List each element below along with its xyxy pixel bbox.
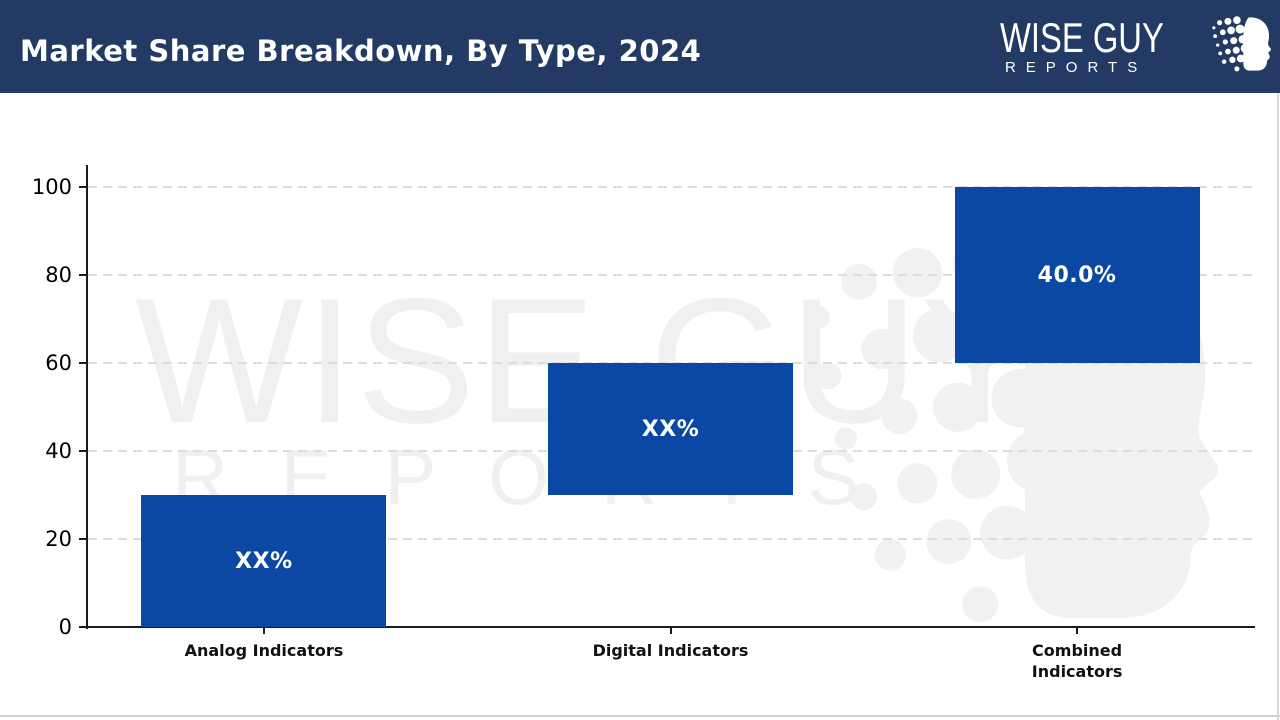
y-tick-80 <box>79 274 88 276</box>
y-tick-label-40: 40 <box>45 439 72 463</box>
y-tick-0 <box>79 626 88 628</box>
bar-value-label: XX% <box>641 416 700 442</box>
bar-chart-plot-area: 0 20 40 60 80 100 XX% Analog Indicators XX% Digit… <box>0 93 1280 720</box>
y-tick-20 <box>79 538 88 540</box>
y-tick-label-100: 100 <box>31 175 72 199</box>
y-tick-60 <box>79 362 88 364</box>
brand-subtitle: REPORTS <box>1004 59 1148 76</box>
bar-analog-indicators: XX% <box>141 495 387 627</box>
gridline-y-100 <box>88 186 1253 188</box>
page-title: Market Share Breakdown, By Type, 2024 <box>20 34 702 68</box>
face-profile-dots-icon <box>1210 5 1274 89</box>
x-tick-2 <box>669 628 672 634</box>
x-category-label: Analog Indicators <box>184 641 344 660</box>
gridline-y-80 <box>88 274 1253 276</box>
brand-name: WISE GUY <box>999 14 1164 61</box>
y-axis-spine <box>86 165 88 629</box>
y-tick-label-20: 20 <box>45 527 72 551</box>
x-tick-1 <box>262 628 265 634</box>
x-tick-3 <box>1076 628 1079 634</box>
y-tick-100 <box>79 186 88 188</box>
brand-logo: WISE GUY REPORTS <box>1000 4 1274 90</box>
brand-logo-text: WISE GUY REPORTS <box>1000 17 1210 77</box>
frame-border-right <box>1277 93 1279 720</box>
bar-value-label: 40.0% <box>1037 262 1117 288</box>
y-tick-label-0: 0 <box>58 615 72 639</box>
frame-border-bottom <box>0 715 1280 717</box>
y-tick-label-60: 60 <box>45 351 72 375</box>
bar-value-label: XX% <box>235 548 293 574</box>
gridline-y-20 <box>88 538 1253 540</box>
y-tick-40 <box>79 450 88 452</box>
header-bar: Market Share Breakdown, By Type, 2024 WI… <box>0 0 1280 93</box>
x-category-label: Combined Indicators <box>1031 641 1123 681</box>
x-axis-spine <box>86 626 1255 628</box>
bar-combined-indicators: 40.0% <box>954 187 1200 363</box>
bar-digital-indicators: XX% <box>548 363 793 495</box>
y-tick-label-80: 80 <box>45 263 72 287</box>
x-category-label: Digital Indicators <box>592 641 749 660</box>
